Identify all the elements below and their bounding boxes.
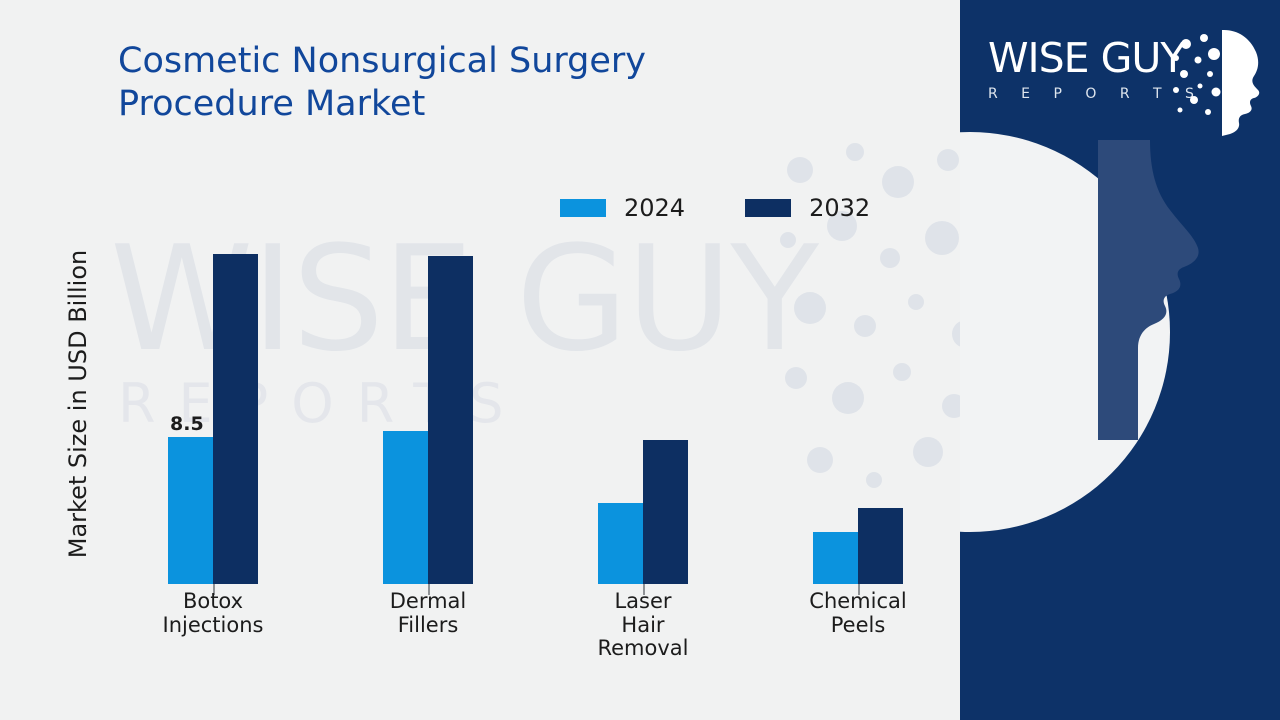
bar-2032-0[interactable] [213, 254, 258, 584]
x-axis-category-label-0: Botox Injections [162, 589, 264, 637]
bar-2032-2[interactable] [643, 440, 688, 584]
logo-tagline: R E P O R T S [988, 86, 1204, 102]
legend-swatch-2032 [745, 199, 792, 217]
bar-2032-1[interactable] [428, 256, 473, 584]
x-axis-tick-2 [643, 584, 645, 595]
bar-2024-1[interactable] [383, 431, 428, 584]
legend-label-2024: 2024 [624, 194, 686, 222]
logo-wordmark: WISE GUY [988, 34, 1185, 82]
logo-head-profile-icon [1173, 30, 1260, 136]
bar-2024-3[interactable] [813, 532, 858, 584]
x-axis-category-label-1: Dermal Fillers [389, 589, 467, 637]
panel-head-profile-icon [1098, 140, 1199, 440]
x-axis-tick-3 [858, 584, 860, 595]
page-title: Cosmetic Nonsurgical Surgery Procedure M… [118, 41, 647, 124]
x-axis-tick-0 [213, 584, 215, 595]
x-axis-category-label-2: Laser Hair Removal [597, 589, 689, 661]
bar-value-label-2024-0: 8.5 [170, 413, 204, 435]
plot-area: 8.5 Botox Injections Dermal Fillers Laser Hair… [162, 254, 907, 661]
bar-2024-2[interactable] [598, 503, 643, 584]
bar-2024-0[interactable] [168, 437, 213, 584]
bar-chart: Market Size in USD Billion 2024 2032 8.5… [64, 194, 907, 661]
x-axis-category-label-3: Chemical Peels [809, 589, 907, 637]
chart-legend: 2024 2032 [560, 194, 870, 222]
bar-2032-3[interactable] [858, 508, 903, 584]
brand-logo: WISE GUY R E P O R T S [988, 30, 1268, 136]
legend-item-2024[interactable]: 2024 [560, 194, 685, 222]
legend-swatch-2024 [560, 199, 606, 217]
x-axis-tick-1 [428, 584, 430, 595]
